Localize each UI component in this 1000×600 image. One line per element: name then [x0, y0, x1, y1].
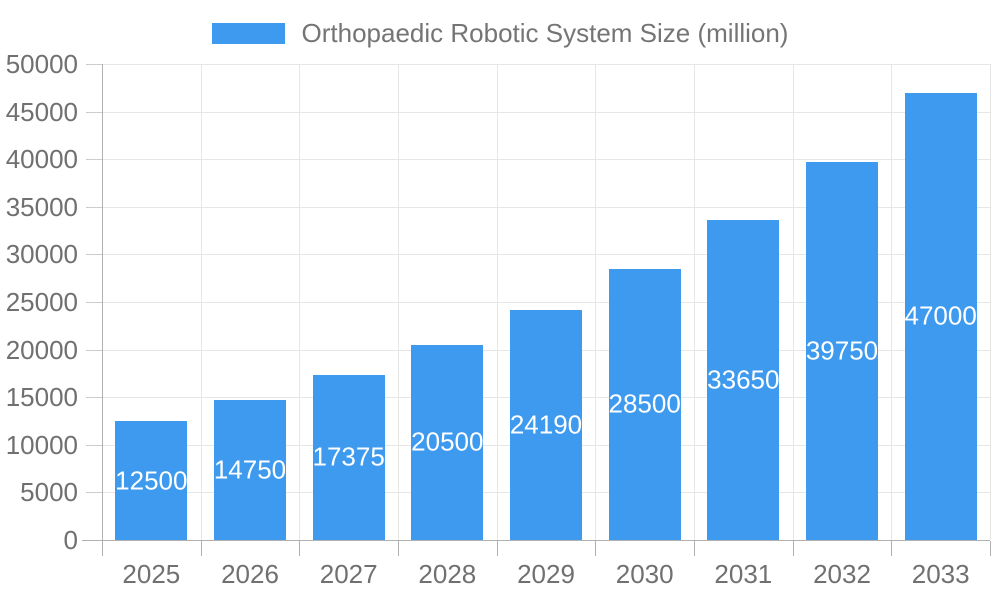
x-gridline [891, 64, 893, 540]
y-axis-tick [86, 254, 102, 256]
x-axis-tick [398, 541, 399, 556]
y-axis-label: 25000 [5, 287, 78, 317]
x-axis-label: 2031 [714, 559, 773, 589]
y-axis-tick [86, 444, 102, 446]
x-axis-label: 2025 [122, 559, 181, 589]
x-gridline [595, 64, 597, 540]
bar[interactable]: 17375 [312, 374, 385, 540]
y-axis-label: 30000 [5, 239, 78, 270]
y-axis-label: 35000 [5, 191, 78, 222]
x-axis-label: 2033 [911, 559, 970, 589]
bar[interactable]: 33650 [707, 219, 780, 540]
y-axis-label: 20000 [5, 334, 78, 365]
x-axis-label: 2028 [418, 559, 477, 589]
x-axis-label: 2029 [517, 559, 575, 589]
bar-value-label: 33650 [707, 364, 780, 395]
y-axis-tick [86, 206, 102, 208]
y-axis-label: 5000 [20, 477, 78, 508]
y-axis-tick [86, 159, 102, 161]
y-axis-tick [86, 302, 102, 303]
y-axis-line [102, 64, 103, 556]
bar-value-label: 17375 [312, 441, 385, 472]
bar[interactable]: 24190 [509, 309, 583, 540]
x-axis-label: 2030 [615, 559, 674, 589]
y-axis-label: 0 [63, 525, 78, 555]
y-axis-tick [86, 349, 102, 351]
y-axis-label: 45000 [5, 96, 78, 127]
bar-value-label: 12500 [115, 465, 188, 495]
x-axis-tick [792, 541, 794, 556]
x-axis-tick [200, 541, 202, 556]
x-gridline [694, 64, 695, 540]
bar-value-label: 47000 [904, 300, 977, 331]
y-gridline [102, 64, 990, 65]
y-axis-tick [86, 492, 102, 494]
legend-label: Orthopaedic Robotic System Size (million… [301, 17, 789, 48]
x-axis-line [82, 540, 990, 541]
bar-value-label: 39750 [805, 335, 879, 366]
x-axis-tick [299, 541, 301, 556]
y-axis-label: 40000 [5, 144, 78, 175]
x-axis-tick [496, 541, 498, 556]
bar-value-label: 28500 [608, 388, 681, 419]
legend-swatch-icon [211, 22, 285, 44]
y-gridline [102, 111, 990, 113]
x-axis-tick [891, 541, 893, 556]
bar-value-label: 20500 [411, 426, 484, 457]
bar[interactable]: 14750 [213, 399, 287, 540]
x-gridline [398, 64, 399, 540]
x-axis-tick [990, 541, 991, 556]
y-axis-tick [86, 397, 102, 399]
x-axis-tick [694, 541, 695, 556]
y-gridline [102, 254, 990, 256]
x-axis-label: 2026 [221, 559, 279, 589]
bar[interactable]: 12500 [115, 421, 187, 540]
legend-item[interactable]: Orthopaedic Robotic System Size (million… [0, 18, 1000, 48]
plot-area: 0 5000 10000 15000 20000 25000 30000 35000 40000… [6, 51, 991, 589]
x-gridline [792, 64, 794, 540]
bar[interactable]: 47000 [904, 92, 977, 540]
bar-value-label: 24190 [509, 409, 583, 440]
y-gridline [102, 302, 990, 303]
bar[interactable]: 20500 [411, 344, 484, 540]
y-axis-tick [86, 64, 102, 65]
x-axis-label: 2027 [319, 559, 378, 589]
y-axis-label: 10000 [5, 429, 78, 460]
y-gridline [102, 159, 990, 161]
x-gridline [990, 64, 991, 540]
x-axis-tick [595, 541, 597, 556]
x-gridline [496, 64, 498, 540]
x-gridline [200, 64, 202, 540]
y-axis-label: 15000 [5, 382, 78, 413]
bar[interactable]: 28500 [608, 268, 681, 540]
bar-value-label: 14750 [213, 454, 287, 485]
y-axis-tick [86, 111, 102, 113]
y-axis-label: 50000 [5, 49, 78, 79]
x-axis-label: 2032 [813, 559, 871, 589]
x-gridline [299, 64, 301, 540]
y-gridline [102, 206, 990, 208]
bar[interactable]: 39750 [805, 161, 879, 540]
